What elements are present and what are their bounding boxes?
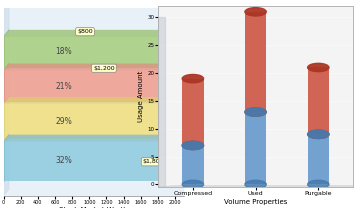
- Ellipse shape: [182, 141, 203, 150]
- Polygon shape: [4, 97, 180, 104]
- Ellipse shape: [308, 130, 329, 139]
- Polygon shape: [4, 2, 9, 196]
- Polygon shape: [175, 63, 180, 102]
- X-axis label: Stock Market Worth: Stock Market Worth: [59, 207, 128, 208]
- Ellipse shape: [245, 180, 266, 189]
- Ellipse shape: [182, 74, 203, 83]
- Ellipse shape: [245, 108, 266, 116]
- Polygon shape: [175, 97, 180, 139]
- Ellipse shape: [308, 180, 329, 189]
- X-axis label: Volume Properties: Volume Properties: [224, 199, 287, 205]
- Polygon shape: [4, 30, 180, 36]
- Text: 21%: 21%: [55, 82, 72, 90]
- Text: $1,800: $1,800: [143, 159, 165, 164]
- Bar: [308, 134, 329, 184]
- Y-axis label: Usage Amount: Usage Amount: [139, 71, 144, 122]
- Polygon shape: [175, 133, 180, 139]
- Ellipse shape: [308, 63, 329, 72]
- Polygon shape: [175, 62, 180, 68]
- Polygon shape: [175, 95, 180, 102]
- Ellipse shape: [308, 130, 329, 139]
- Bar: [245, 112, 266, 184]
- Text: $1,200: $1,200: [93, 66, 115, 71]
- Polygon shape: [175, 135, 180, 181]
- Polygon shape: [4, 104, 175, 139]
- Text: 32%: 32%: [55, 156, 72, 165]
- Text: 18%: 18%: [55, 47, 72, 56]
- Ellipse shape: [245, 108, 266, 116]
- Ellipse shape: [245, 8, 266, 16]
- Bar: [308, 67, 329, 134]
- Text: 29%: 29%: [55, 117, 72, 126]
- Polygon shape: [4, 70, 175, 102]
- Bar: [182, 79, 203, 145]
- Polygon shape: [175, 174, 180, 181]
- Polygon shape: [4, 141, 175, 181]
- Polygon shape: [4, 135, 180, 141]
- Polygon shape: [4, 36, 175, 68]
- Polygon shape: [4, 63, 180, 70]
- Ellipse shape: [182, 180, 203, 189]
- Polygon shape: [158, 17, 165, 187]
- Ellipse shape: [182, 141, 203, 150]
- Bar: [245, 12, 266, 112]
- Polygon shape: [155, 186, 360, 187]
- Bar: [182, 145, 203, 184]
- Text: $800: $800: [77, 29, 93, 34]
- Polygon shape: [175, 30, 180, 68]
